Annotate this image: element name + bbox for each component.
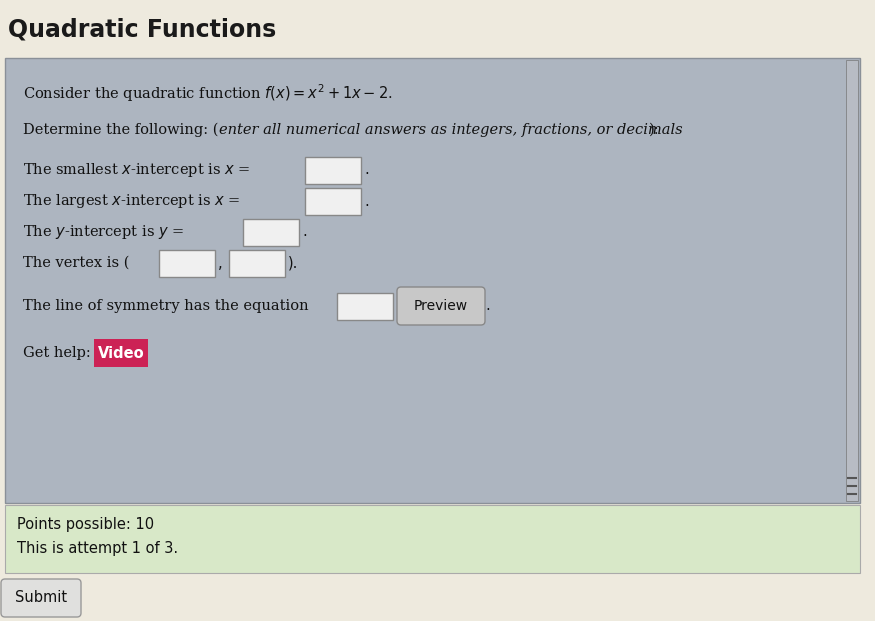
Text: ,: , — [218, 255, 222, 271]
Text: Preview: Preview — [414, 299, 468, 313]
Text: .: . — [485, 299, 490, 314]
Text: The $y$-intercept is $y$ =: The $y$-intercept is $y$ = — [23, 223, 185, 241]
Text: Determine the following: (: Determine the following: ( — [23, 123, 219, 137]
FancyBboxPatch shape — [1, 579, 81, 617]
FancyBboxPatch shape — [159, 250, 215, 276]
Text: ):: ): — [649, 123, 660, 137]
FancyBboxPatch shape — [229, 250, 285, 276]
FancyBboxPatch shape — [94, 339, 148, 367]
FancyBboxPatch shape — [337, 292, 393, 319]
Text: The vertex is (: The vertex is ( — [23, 256, 130, 270]
Text: .: . — [364, 194, 368, 209]
Text: enter all numerical answers as integers, fractions, or decimals: enter all numerical answers as integers,… — [219, 123, 682, 137]
Text: Get help:: Get help: — [23, 346, 95, 360]
FancyBboxPatch shape — [243, 219, 299, 245]
Text: The smallest $x$-intercept is $x$ =: The smallest $x$-intercept is $x$ = — [23, 161, 250, 179]
Text: ).: ). — [288, 255, 298, 271]
Text: Quadratic Functions: Quadratic Functions — [8, 18, 276, 42]
FancyBboxPatch shape — [397, 287, 485, 325]
Text: The largest $x$-intercept is $x$ =: The largest $x$-intercept is $x$ = — [23, 192, 241, 210]
Text: .: . — [302, 225, 307, 240]
Text: Submit: Submit — [15, 591, 67, 605]
FancyBboxPatch shape — [305, 156, 361, 183]
Text: Points possible: 10: Points possible: 10 — [17, 517, 154, 532]
FancyBboxPatch shape — [5, 58, 860, 503]
Text: Video: Video — [98, 345, 144, 361]
Text: The line of symmetry has the equation: The line of symmetry has the equation — [23, 299, 309, 313]
FancyBboxPatch shape — [846, 60, 858, 501]
Text: Consider the quadratic function $f(x) = x^2 + 1x - 2$.: Consider the quadratic function $f(x) = … — [23, 82, 393, 104]
Text: This is attempt 1 of 3.: This is attempt 1 of 3. — [17, 542, 178, 556]
FancyBboxPatch shape — [5, 505, 860, 573]
FancyBboxPatch shape — [305, 188, 361, 214]
Text: .: . — [364, 163, 368, 178]
